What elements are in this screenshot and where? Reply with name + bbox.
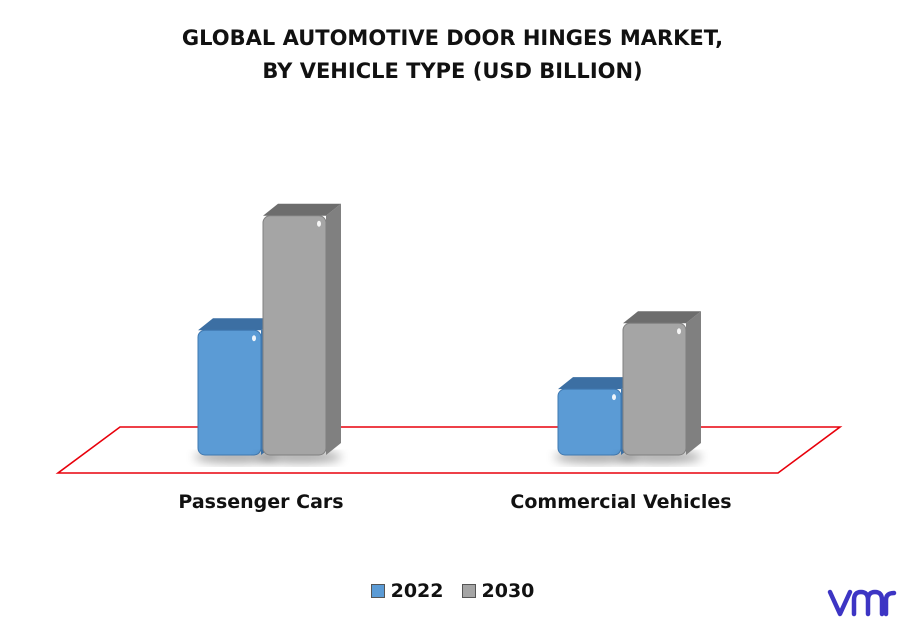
legend-label-2022: 2022 — [390, 580, 444, 602]
legend-swatch-2030 — [461, 584, 476, 598]
legend-swatch-2022 — [370, 584, 385, 598]
legend-label-2030: 2030 — [481, 580, 535, 602]
chart-title: GLOBAL AUTOMOTIVE DOOR HINGES MARKET, BY… — [0, 22, 905, 88]
legend: 2022 2030 — [0, 580, 905, 602]
bar-passenger-cars-2030 — [259, 203, 342, 463]
vmr-logo-icon — [827, 589, 897, 617]
bar-commercial-vehicles-2030 — [619, 311, 702, 463]
title-line-2: BY VEHICLE TYPE (USD BILLION) — [262, 59, 643, 83]
legend-item-2022: 2022 — [370, 580, 444, 602]
chart-floor — [55, 426, 843, 474]
legend-item-2030: 2030 — [461, 580, 535, 602]
category-label-passenger-cars: Passenger Cars — [178, 491, 343, 513]
category-label-commercial-vehicles: Commercial Vehicles — [510, 491, 731, 513]
title-line-1: GLOBAL AUTOMOTIVE DOOR HINGES MARKET, — [181, 26, 724, 50]
